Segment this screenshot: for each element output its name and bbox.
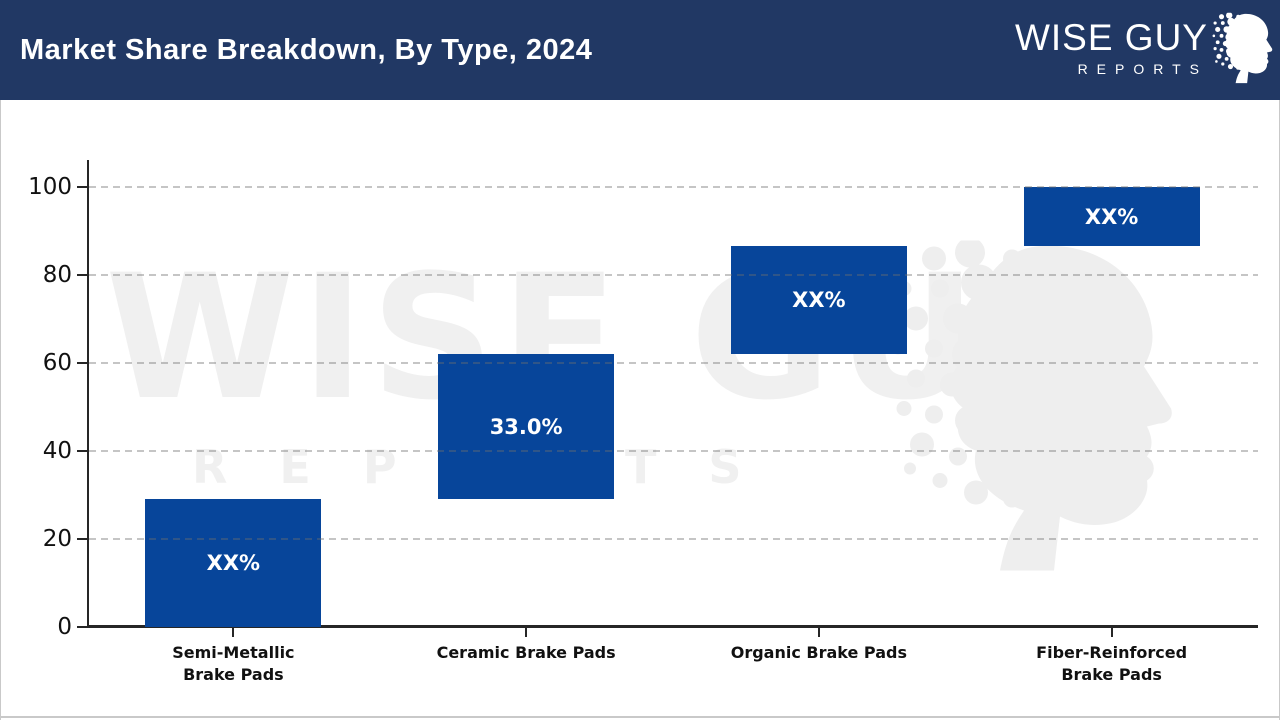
head-silhouette-icon — [1210, 10, 1274, 86]
y-tick-mark-40 — [77, 450, 87, 452]
bar-value-label: XX% — [792, 288, 846, 313]
gridline-100 — [89, 186, 1258, 188]
y-axis-tick-labels: 0 20 40 60 80 100 — [0, 160, 72, 639]
y-axis-spine — [87, 160, 89, 628]
y-tick-label-100: 100 — [28, 174, 72, 200]
x-category-label-1: Ceramic Brake Pads — [436, 643, 616, 662]
page-title: Market Share Breakdown, By Type, 2024 — [20, 34, 593, 66]
gridline-80 — [89, 274, 1258, 276]
y-tick-label-60: 60 — [42, 350, 72, 376]
gridline-20 — [89, 538, 1258, 540]
bar-segment-3: XX% — [1023, 187, 1200, 247]
y-tick-mark-100 — [77, 186, 87, 188]
y-tick-mark-60 — [77, 362, 87, 364]
y-tick-label-80: 80 — [42, 262, 72, 288]
x-tick-mark-2 — [817, 628, 820, 637]
y-tick-mark-20 — [77, 538, 87, 540]
logo-subtitle: REPORTS — [1077, 61, 1208, 78]
x-tick-mark-0 — [232, 628, 235, 637]
x-axis-spine — [87, 625, 1258, 628]
bar-value-label: XX% — [206, 551, 261, 576]
x-category-label-3: Fiber-Reinforced Brake Pads — [1036, 643, 1188, 684]
header-bar: Market Share Breakdown, By Type, 2024 WI… — [0, 0, 1280, 100]
bar-value-label: XX% — [1084, 204, 1139, 229]
gridline-60 — [89, 362, 1258, 364]
bar-segment-1: 33.0% — [438, 354, 615, 500]
wise-guy-logo: WISE GUY REPORTS — [1015, 10, 1274, 86]
x-tick-mark-3 — [1110, 628, 1113, 637]
plot-area: XX% 33.0% XX% XX% — [77, 160, 1258, 637]
logo-name: WISE GUY — [1014, 16, 1208, 58]
logo-text: WISE GUY REPORTS — [1014, 16, 1208, 78]
x-category-label-2: Organic Brake Pads — [730, 643, 907, 662]
page-border-bottom — [0, 716, 1280, 718]
bar-segment-2: XX% — [730, 246, 907, 355]
page-border-left — [0, 100, 1, 720]
x-tick-mark-1 — [525, 628, 528, 637]
y-tick-label-40: 40 — [42, 438, 72, 464]
bar-segment-0: XX% — [145, 499, 322, 627]
y-tick-label-20: 20 — [42, 526, 72, 552]
y-tick-label-0: 0 — [57, 614, 72, 640]
y-tick-mark-80 — [77, 274, 87, 276]
gridline-40 — [89, 450, 1258, 452]
x-category-label-0: Semi-Metallic Brake Pads — [172, 643, 295, 684]
y-tick-mark-0 — [77, 626, 87, 628]
bar-value-label: 33.0% — [489, 414, 563, 439]
x-axis-category-labels: Semi-Metallic Brake Pads Ceramic Brake Pa… — [87, 642, 1258, 702]
